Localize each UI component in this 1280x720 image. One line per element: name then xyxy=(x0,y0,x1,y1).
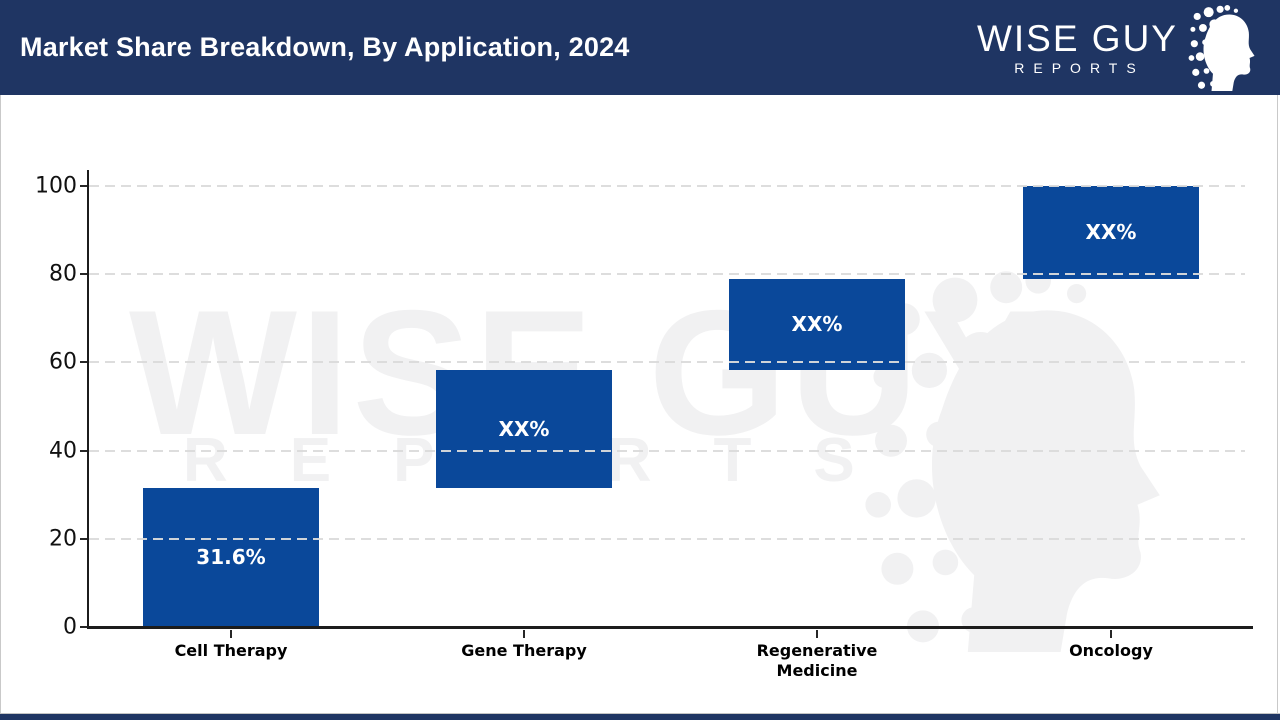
x-axis-tick-mark xyxy=(230,630,232,638)
y-axis-tick-mark xyxy=(80,185,88,187)
y-gridline xyxy=(89,537,1245,540)
y-gridline xyxy=(89,449,1245,452)
y-gridline xyxy=(89,273,1245,276)
x-axis-category-label: Oncology xyxy=(1069,641,1153,660)
page-title: Market Share Breakdown, By Application, … xyxy=(20,32,630,62)
logo-wordmark: WISE GUY xyxy=(976,18,1178,59)
bar-value-label: 31.6% xyxy=(196,545,266,570)
y-axis-tick-mark xyxy=(80,361,88,364)
y-axis-tick-label: 60 xyxy=(49,349,77,375)
y-axis-tick-label: 100 xyxy=(35,173,77,199)
y-axis-tick-label: 80 xyxy=(49,261,77,287)
waterfall-bar xyxy=(436,369,612,488)
x-axis-category-label: Gene Therapy xyxy=(461,641,587,660)
logo-text: WISE GUY REPORTS xyxy=(977,20,1178,75)
x-axis-tick-mark xyxy=(523,630,525,638)
y-axis-tick-label: 40 xyxy=(49,438,77,464)
x-axis-category-label: Regenerative Medicine xyxy=(756,641,878,680)
y-axis-line xyxy=(87,170,89,629)
waterfall-bar xyxy=(1023,186,1199,279)
bar-value-label: XX% xyxy=(791,312,843,337)
x-axis-category-label: Cell Therapy xyxy=(174,641,288,660)
x-axis-tick-mark xyxy=(1110,630,1112,638)
y-axis-tick-mark xyxy=(80,626,88,628)
y-axis-tick-label: 0 xyxy=(63,614,77,640)
footer-bar xyxy=(0,713,1280,720)
y-axis-tick-mark xyxy=(80,449,88,452)
waterfall-bar xyxy=(143,487,319,627)
bar-value-label: XX% xyxy=(498,416,550,441)
y-axis-tick-label: 20 xyxy=(49,526,77,552)
wise-guy-reports-logo: WISE GUY REPORTS xyxy=(977,4,1266,91)
y-gridline xyxy=(89,361,1245,364)
watermark-dotted-head xyxy=(865,268,1160,652)
x-axis-tick-mark xyxy=(816,630,818,638)
y-axis-tick-mark xyxy=(80,273,88,276)
dotted-head-icon xyxy=(1188,4,1255,91)
waterfall-bar xyxy=(729,278,905,370)
x-axis-line xyxy=(87,626,1253,629)
y-axis-tick-mark xyxy=(80,537,88,540)
y-gridline xyxy=(89,185,1245,187)
bar-value-label: XX% xyxy=(1085,220,1137,245)
header-bar: Market Share Breakdown, By Application, … xyxy=(0,0,1280,95)
logo-subtitle: REPORTS xyxy=(1014,60,1145,76)
